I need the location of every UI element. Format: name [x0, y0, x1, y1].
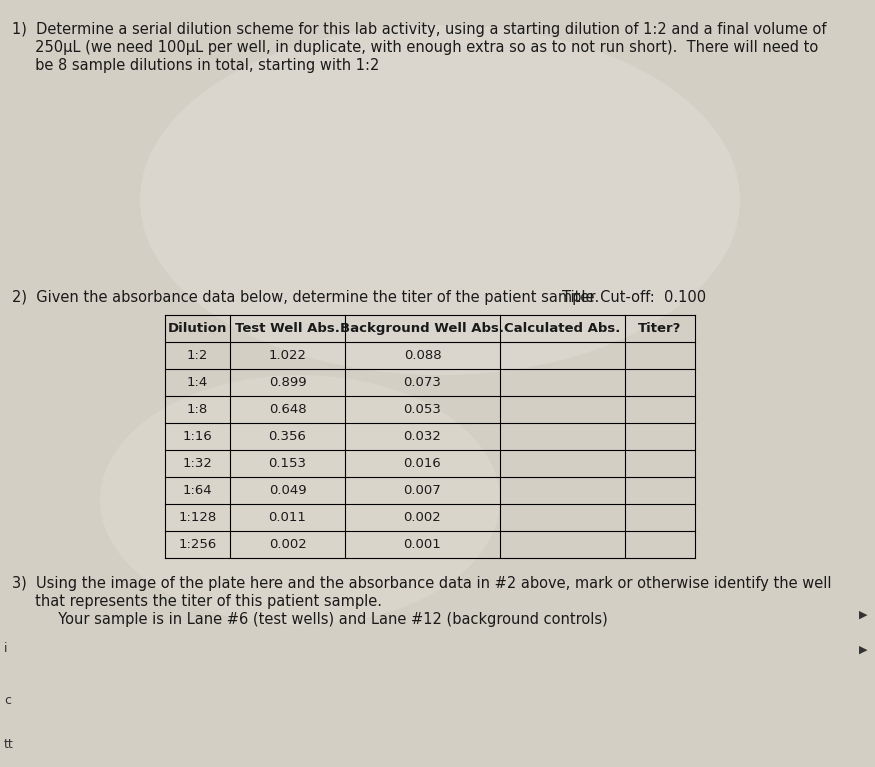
Text: 1:16: 1:16 [183, 430, 213, 443]
Text: Dilution: Dilution [168, 322, 228, 335]
Text: 0.053: 0.053 [403, 403, 442, 416]
Text: 0.016: 0.016 [403, 457, 441, 470]
Text: 2)  Given the absorbance data below, determine the titer of the patient sample.: 2) Given the absorbance data below, dete… [12, 290, 599, 305]
Text: 1)  Determine a serial dilution scheme for this lab activity, using a starting d: 1) Determine a serial dilution scheme fo… [12, 22, 827, 37]
Text: c: c [4, 693, 11, 706]
Text: 1:32: 1:32 [183, 457, 213, 470]
Text: i: i [4, 641, 8, 654]
Ellipse shape [100, 375, 500, 625]
Text: that represents the titer of this patient sample.: that represents the titer of this patien… [12, 594, 382, 609]
Text: be 8 sample dilutions in total, starting with 1:2: be 8 sample dilutions in total, starting… [12, 58, 380, 73]
Text: tt: tt [4, 739, 14, 752]
Text: 0.011: 0.011 [269, 511, 306, 524]
Text: Your sample is in Lane #6 (test wells) and Lane #12 (background controls): Your sample is in Lane #6 (test wells) a… [12, 612, 608, 627]
Text: 0.899: 0.899 [269, 376, 306, 389]
Text: 0.001: 0.001 [403, 538, 441, 551]
Text: 0.002: 0.002 [269, 538, 306, 551]
Text: 0.153: 0.153 [269, 457, 306, 470]
Text: ▶: ▶ [858, 610, 867, 620]
Text: 1:256: 1:256 [178, 538, 217, 551]
Text: 3)  Using the image of the plate here and the absorbance data in #2 above, mark : 3) Using the image of the plate here and… [12, 576, 831, 591]
Text: 0.032: 0.032 [403, 430, 442, 443]
Text: 0.356: 0.356 [269, 430, 306, 443]
Text: Background Well Abs.: Background Well Abs. [340, 322, 505, 335]
Text: ▶: ▶ [858, 645, 867, 655]
Text: 0.088: 0.088 [403, 349, 441, 362]
Text: 250μL (we need 100μL per well, in duplicate, with enough extra so as to not run : 250μL (we need 100μL per well, in duplic… [12, 40, 818, 55]
Text: 1:2: 1:2 [187, 349, 208, 362]
Text: Titer?: Titer? [639, 322, 682, 335]
Text: 0.073: 0.073 [403, 376, 442, 389]
Text: 0.049: 0.049 [269, 484, 306, 497]
Text: Test Well Abs.: Test Well Abs. [235, 322, 340, 335]
Ellipse shape [140, 25, 740, 375]
Text: 1.022: 1.022 [269, 349, 306, 362]
Text: 0.007: 0.007 [403, 484, 441, 497]
Text: 1:8: 1:8 [187, 403, 208, 416]
Text: Titer Cut-off:  0.100: Titer Cut-off: 0.100 [562, 290, 706, 305]
Text: 0.648: 0.648 [269, 403, 306, 416]
Text: Calculated Abs.: Calculated Abs. [504, 322, 620, 335]
Text: 1:4: 1:4 [187, 376, 208, 389]
Text: 1:64: 1:64 [183, 484, 213, 497]
Text: 0.002: 0.002 [403, 511, 441, 524]
Text: 1:128: 1:128 [178, 511, 217, 524]
